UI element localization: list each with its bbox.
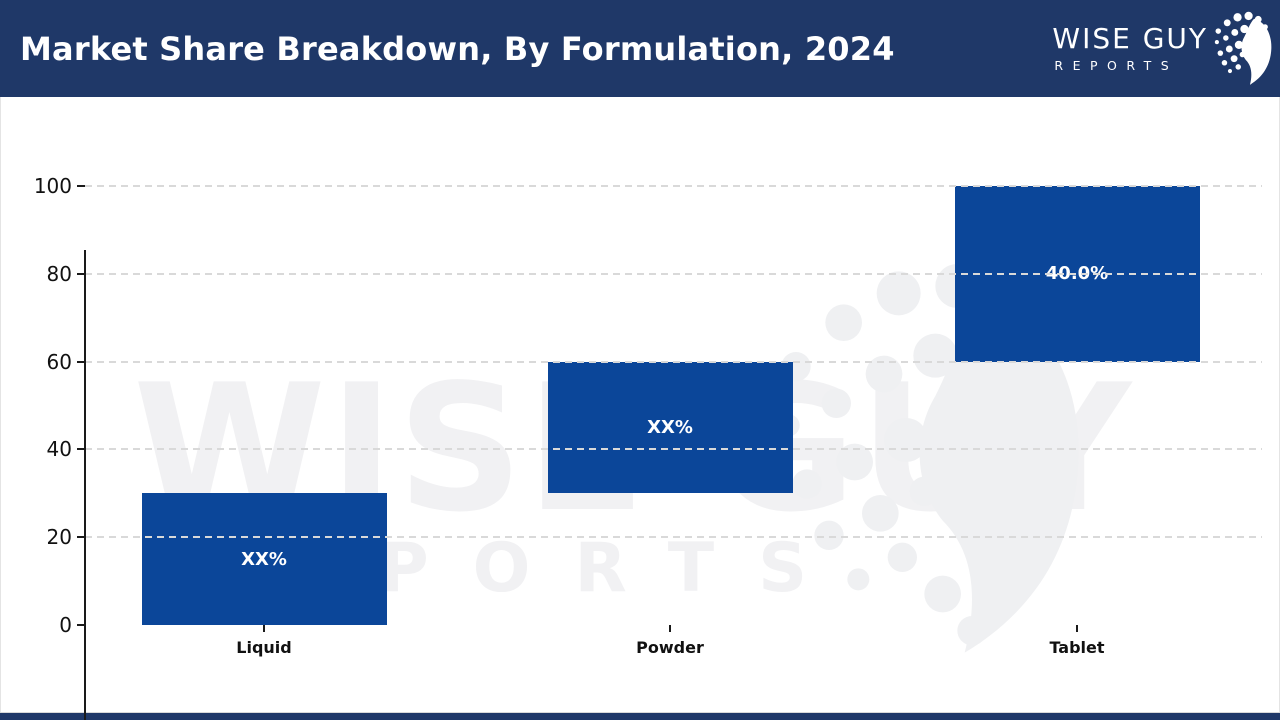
- logo-face-icon: [1214, 11, 1272, 85]
- y-tick-label: 20: [46, 525, 72, 550]
- x-tick-label-tablet: Tablet: [1049, 638, 1105, 657]
- chart-area: WISE GUY REPORTS XX%XX%40.0% 02040608010…: [0, 97, 1280, 720]
- y-axis-line: [84, 250, 86, 720]
- y-tick-mark: [77, 448, 85, 451]
- logo-subtext: REPORTS: [1054, 57, 1179, 73]
- logo-text: WISE GUY REPORTS: [1052, 21, 1208, 73]
- gridline-80: [85, 272, 1262, 275]
- bar-powder[interactable]: XX%: [547, 361, 793, 494]
- gridline-40: [85, 448, 1262, 451]
- y-tick-label: 40: [46, 437, 72, 462]
- page-title: Market Share Breakdown, By Formulation, …: [20, 29, 895, 68]
- gridline-100: [85, 185, 1262, 187]
- x-tick-mark: [263, 625, 265, 632]
- wiseguy-logo: WISE GUY REPORTS: [1052, 9, 1280, 89]
- bar-liquid[interactable]: XX%: [141, 493, 387, 625]
- y-tick-label: 80: [46, 261, 72, 286]
- bottom-hairline: [0, 712, 1280, 713]
- y-tick-mark: [77, 272, 85, 275]
- y-tick-label: 0: [59, 613, 72, 637]
- logo-wordmark: WISE GUY: [1052, 21, 1208, 55]
- y-tick-mark: [77, 624, 85, 626]
- x-tick-mark: [1076, 625, 1078, 632]
- bar-value-label: XX%: [647, 416, 693, 438]
- gridline-20: [85, 536, 1262, 539]
- bar-value-label: XX%: [241, 548, 287, 570]
- x-tick-mark: [669, 625, 671, 632]
- header-band: Market Share Breakdown, By Formulation, …: [0, 0, 1280, 97]
- y-tick-mark: [77, 536, 85, 539]
- x-tick-label-liquid: Liquid: [236, 638, 292, 657]
- y-tick-mark: [77, 185, 85, 187]
- y-tick-label: 60: [46, 349, 72, 374]
- gridline-60: [85, 360, 1262, 363]
- footer-band: [0, 713, 1280, 720]
- x-tick-label-powder: Powder: [636, 638, 704, 657]
- y-tick-mark: [77, 360, 85, 363]
- y-tick-label: 100: [33, 174, 72, 198]
